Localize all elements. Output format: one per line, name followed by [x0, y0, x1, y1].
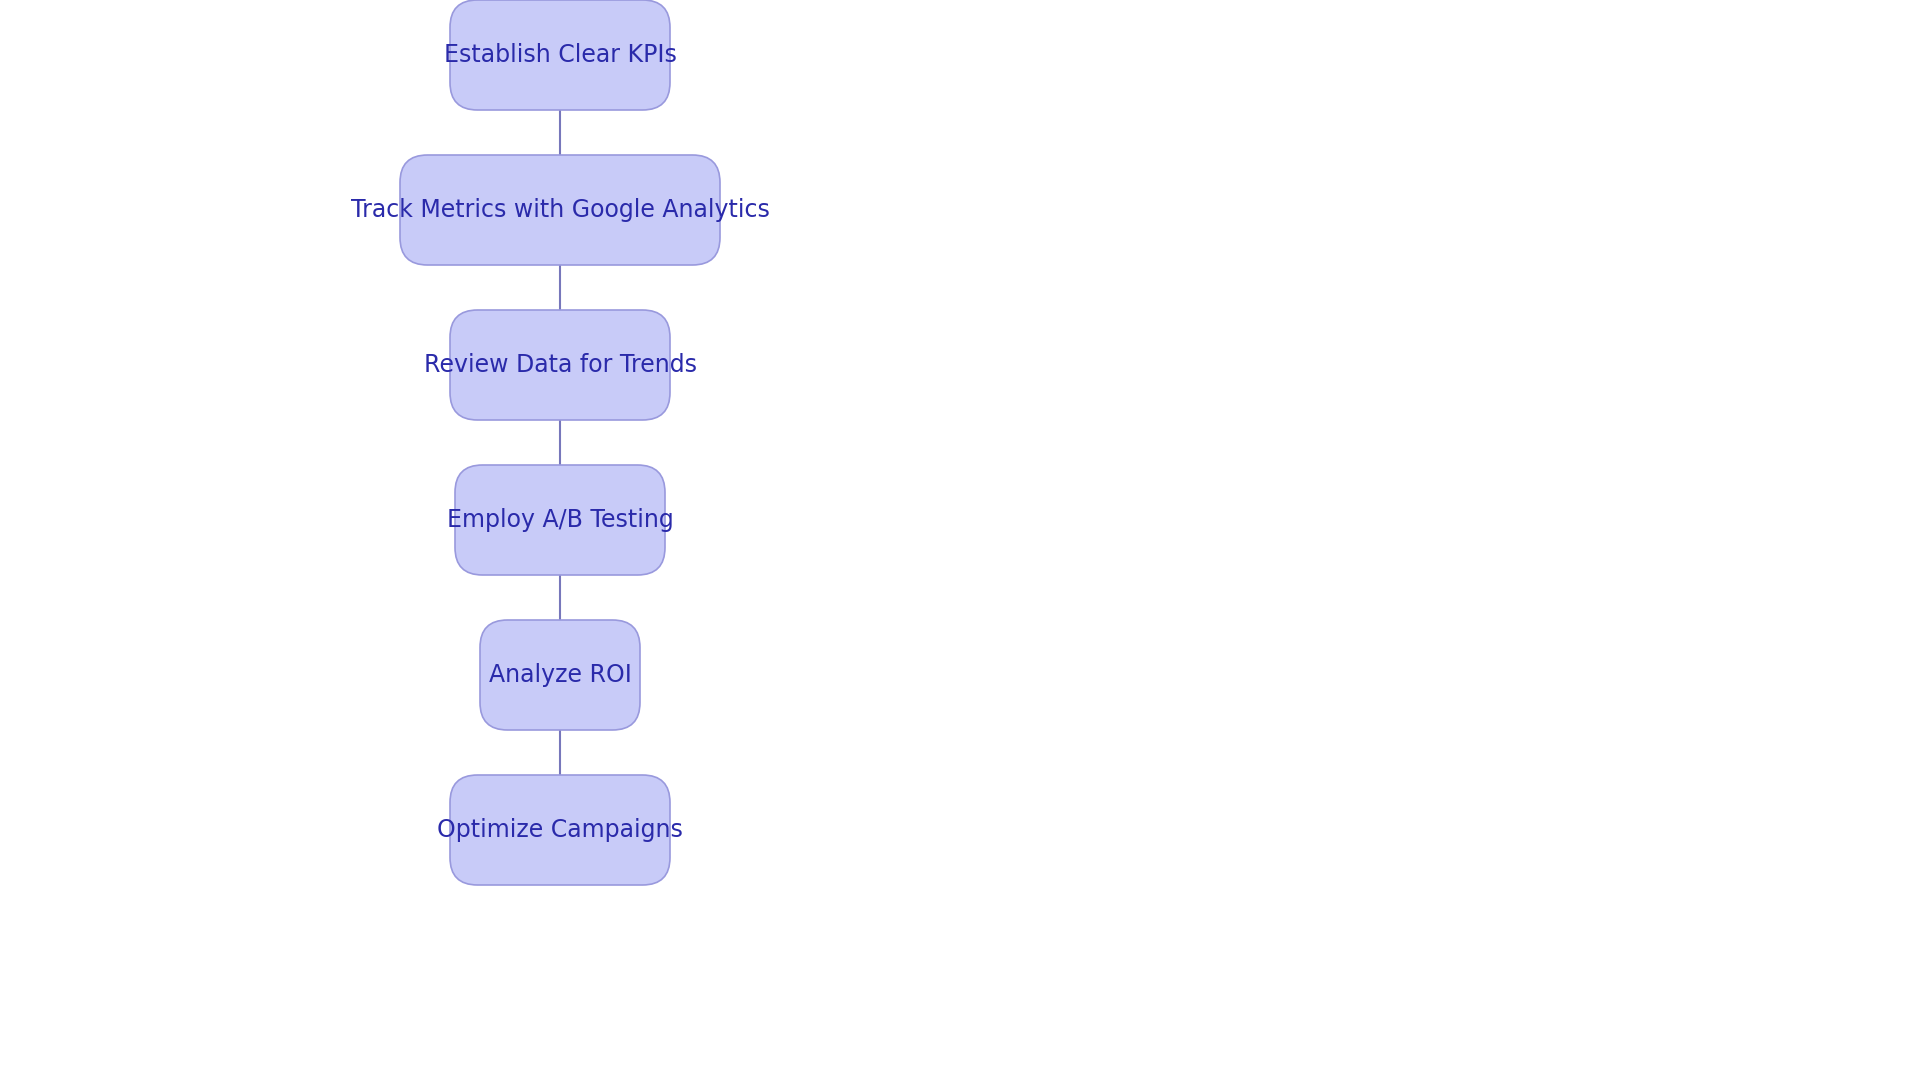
Text: Employ A/B Testing: Employ A/B Testing [447, 508, 674, 532]
FancyBboxPatch shape [449, 310, 670, 420]
FancyBboxPatch shape [449, 775, 670, 885]
Text: Establish Clear KPIs: Establish Clear KPIs [444, 43, 676, 67]
Text: Optimize Campaigns: Optimize Campaigns [438, 818, 684, 841]
FancyBboxPatch shape [449, 0, 670, 110]
Text: Review Data for Trends: Review Data for Trends [424, 353, 697, 377]
Text: Analyze ROI: Analyze ROI [488, 663, 632, 687]
FancyBboxPatch shape [399, 155, 720, 265]
FancyBboxPatch shape [455, 465, 664, 575]
Text: Track Metrics with Google Analytics: Track Metrics with Google Analytics [351, 198, 770, 222]
FancyBboxPatch shape [480, 619, 639, 730]
